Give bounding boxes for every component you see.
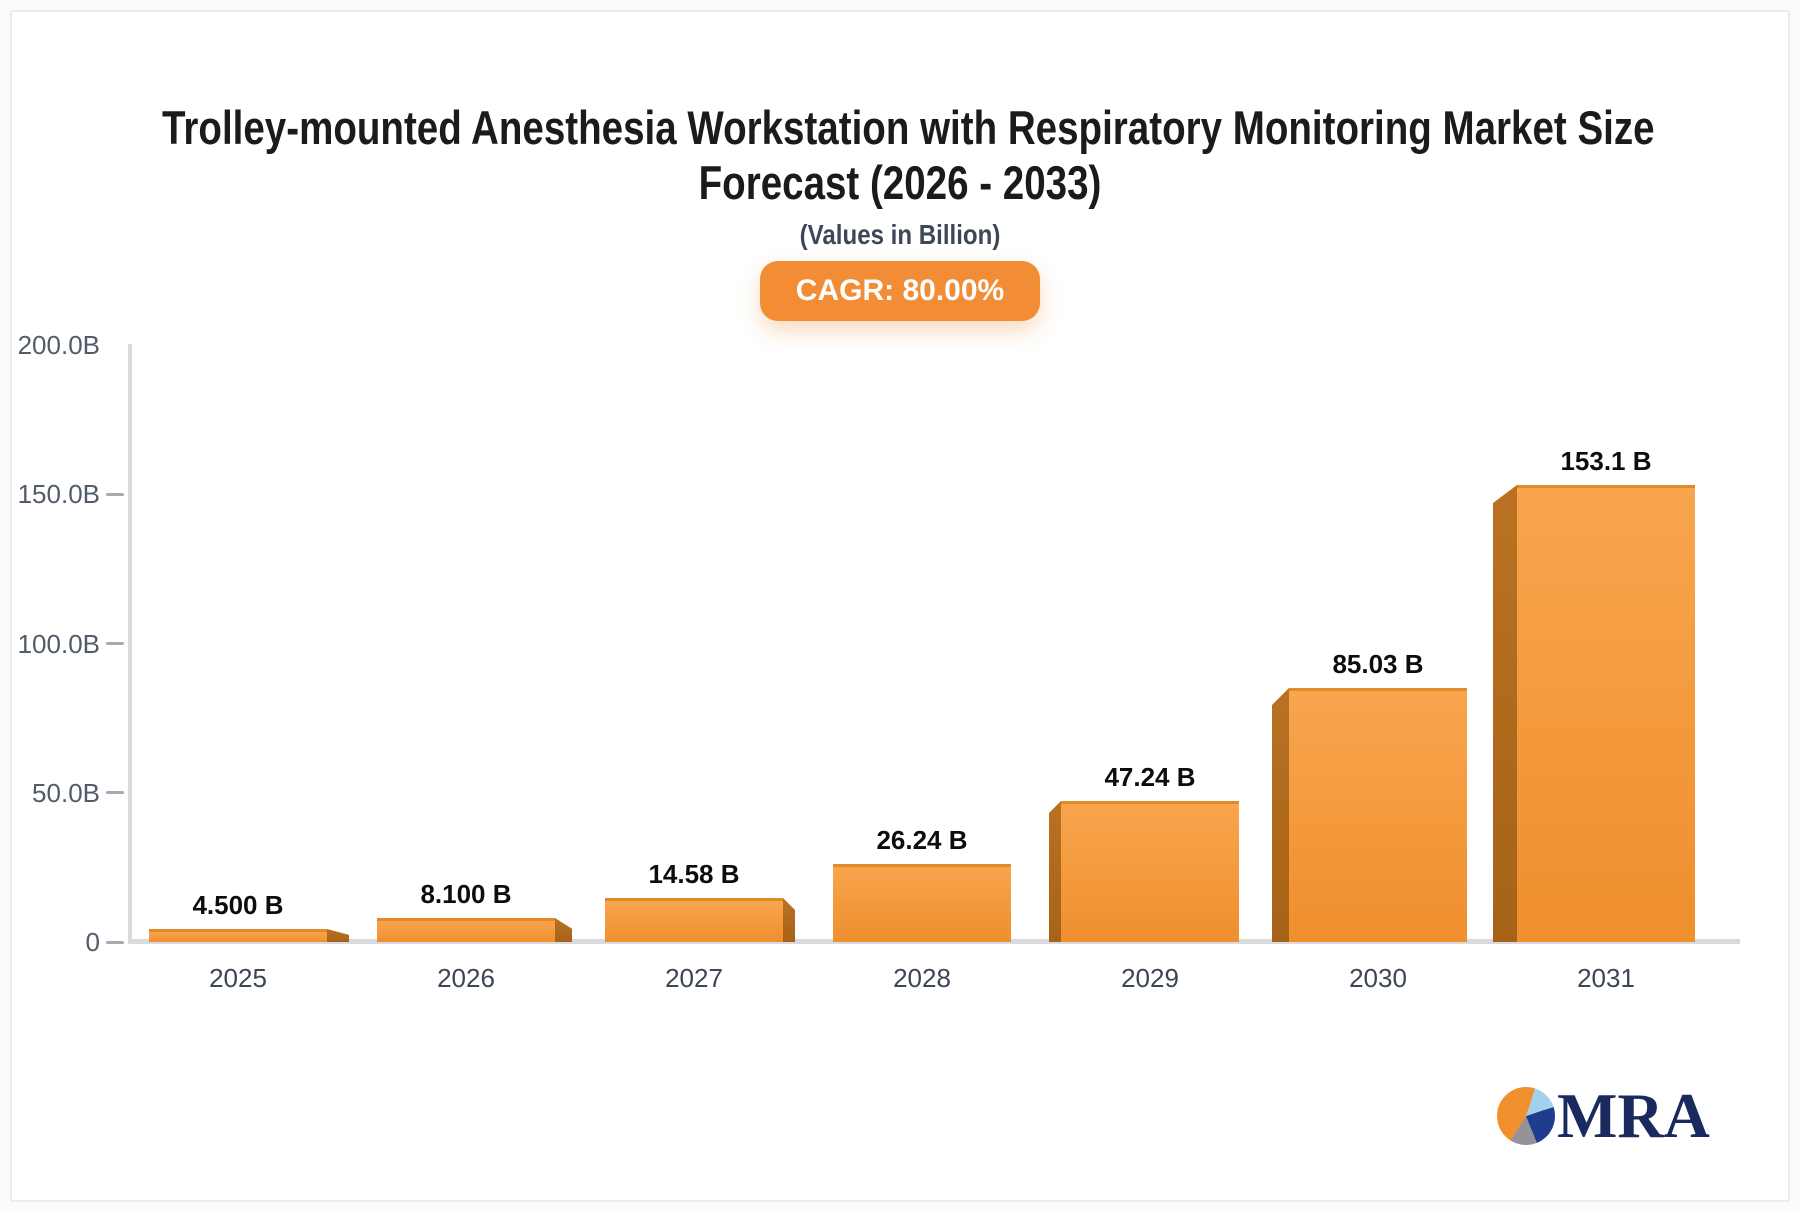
- x-axis-label-2029: 2029: [1121, 963, 1179, 993]
- y-axis-tick-150.0B: [106, 492, 124, 496]
- value-label-2027: 14.58 B: [648, 859, 740, 889]
- y-axis-label-0: 0: [85, 927, 100, 957]
- chart-title-line-1: Trolley-mounted Anesthesia Workstation w…: [162, 101, 1655, 154]
- pie-chart-logo-icon: [1497, 1087, 1555, 1145]
- value-label-2028: 26.24 B: [876, 825, 968, 855]
- bar-side-2031: [1493, 485, 1517, 942]
- bar-2027: [605, 898, 783, 942]
- value-label-2026: 8.100 B: [420, 879, 512, 909]
- bar-2025: [149, 929, 327, 942]
- x-axis-label-2027: 2027: [665, 963, 723, 993]
- y-axis-label-100.0B: 100.0B: [17, 628, 100, 659]
- y-axis-line: [128, 344, 132, 944]
- bar-2026: [377, 918, 555, 942]
- bar-side-2027: [783, 898, 795, 942]
- x-axis-label-2025: 2025: [209, 963, 267, 993]
- value-label-2029: 47.24 B: [1104, 762, 1196, 792]
- x-axis-label-2030: 2030: [1349, 963, 1407, 993]
- value-label-2025: 4.500 B: [192, 890, 284, 920]
- value-label-2031: 153.1 B: [1560, 446, 1652, 476]
- y-axis-tick-50.0B: [106, 791, 124, 795]
- bar-2029: [1061, 801, 1239, 942]
- x-axis-label-2028: 2028: [893, 963, 951, 993]
- y-axis-label-150.0B: 150.0B: [17, 479, 100, 510]
- cagr-badge: CAGR: 80.00%: [759, 261, 1041, 321]
- bar-side-2030: [1272, 688, 1289, 942]
- y-axis-tick-100.0B: [106, 642, 124, 645]
- bar-2028: [833, 864, 1011, 942]
- chart-header: Trolley-mounted Anesthesia Workstation w…: [0, 100, 1800, 321]
- chart-title-line-2: Forecast (2026 - 2033): [698, 156, 1102, 209]
- bar-side-2029: [1049, 801, 1061, 942]
- logo-text: MRA: [1557, 1080, 1710, 1151]
- bar-side-2025: [327, 929, 349, 942]
- y-axis-label-50.0B: 50.0B: [32, 777, 100, 808]
- y-axis-tick-0: [106, 940, 124, 944]
- x-axis-label-2026: 2026: [437, 963, 495, 993]
- y-axis-label-200.0B: 200.0B: [17, 330, 100, 360]
- bar-side-2026: [555, 918, 572, 942]
- x-axis-label-2031: 2031: [1577, 963, 1635, 993]
- value-label-2030: 85.03 B: [1332, 649, 1424, 679]
- mra-logo: MRA: [1497, 1080, 1710, 1151]
- chart-subtitle: (Values in Billion): [799, 219, 1001, 250]
- bar-2031: [1517, 485, 1695, 942]
- bar-2030: [1289, 688, 1467, 942]
